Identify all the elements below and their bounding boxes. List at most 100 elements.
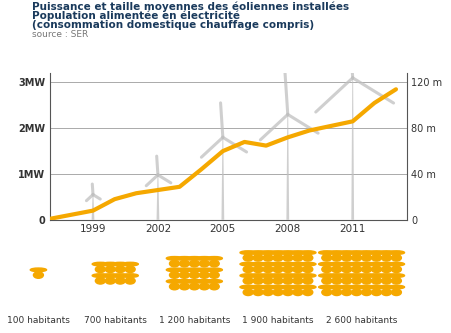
Circle shape xyxy=(206,268,222,272)
Circle shape xyxy=(30,268,46,272)
Circle shape xyxy=(387,251,404,254)
Ellipse shape xyxy=(341,278,351,284)
Circle shape xyxy=(239,274,256,277)
Ellipse shape xyxy=(262,278,272,284)
Circle shape xyxy=(166,256,182,260)
Ellipse shape xyxy=(253,278,262,284)
Ellipse shape xyxy=(243,278,253,284)
Ellipse shape xyxy=(272,278,282,284)
Ellipse shape xyxy=(169,272,179,278)
Ellipse shape xyxy=(179,283,189,290)
Ellipse shape xyxy=(253,289,262,296)
Circle shape xyxy=(377,251,394,254)
Circle shape xyxy=(269,262,285,266)
Circle shape xyxy=(348,251,364,254)
Circle shape xyxy=(269,285,285,289)
Circle shape xyxy=(239,262,256,266)
Circle shape xyxy=(289,251,305,254)
Circle shape xyxy=(279,274,295,277)
Circle shape xyxy=(299,262,315,266)
Ellipse shape xyxy=(209,260,219,267)
Ellipse shape xyxy=(105,266,115,272)
Circle shape xyxy=(122,262,138,266)
Ellipse shape xyxy=(209,283,219,290)
Ellipse shape xyxy=(391,266,400,272)
Circle shape xyxy=(102,274,118,277)
Circle shape xyxy=(102,262,118,266)
Ellipse shape xyxy=(371,266,381,272)
Circle shape xyxy=(279,285,295,289)
Circle shape xyxy=(387,274,404,277)
Polygon shape xyxy=(92,194,94,220)
Circle shape xyxy=(368,274,384,277)
Ellipse shape xyxy=(302,254,312,261)
Ellipse shape xyxy=(302,278,312,284)
Ellipse shape xyxy=(351,254,361,261)
Circle shape xyxy=(358,262,374,266)
Text: (consommation domestique chauffage compris): (consommation domestique chauffage compr… xyxy=(32,20,313,30)
Circle shape xyxy=(318,274,334,277)
Ellipse shape xyxy=(243,254,253,261)
Ellipse shape xyxy=(331,289,341,296)
Ellipse shape xyxy=(282,266,292,272)
Circle shape xyxy=(249,274,266,277)
Circle shape xyxy=(112,274,128,277)
Circle shape xyxy=(299,251,315,254)
Circle shape xyxy=(166,268,182,272)
Circle shape xyxy=(239,251,256,254)
Circle shape xyxy=(348,274,364,277)
Ellipse shape xyxy=(381,266,391,272)
Ellipse shape xyxy=(272,266,282,272)
Circle shape xyxy=(122,274,138,277)
Ellipse shape xyxy=(243,289,253,296)
Circle shape xyxy=(338,262,354,266)
Circle shape xyxy=(259,274,276,277)
Ellipse shape xyxy=(199,283,209,290)
Circle shape xyxy=(166,279,182,283)
Circle shape xyxy=(387,285,404,289)
Ellipse shape xyxy=(262,254,272,261)
Ellipse shape xyxy=(391,254,400,261)
Circle shape xyxy=(299,285,315,289)
Circle shape xyxy=(269,274,285,277)
Circle shape xyxy=(289,262,305,266)
Circle shape xyxy=(249,285,266,289)
Ellipse shape xyxy=(361,254,371,261)
Ellipse shape xyxy=(321,278,331,284)
Circle shape xyxy=(176,268,192,272)
Circle shape xyxy=(377,274,394,277)
Ellipse shape xyxy=(381,289,391,296)
Ellipse shape xyxy=(125,278,135,284)
Ellipse shape xyxy=(95,266,105,272)
Circle shape xyxy=(328,285,344,289)
Circle shape xyxy=(377,262,394,266)
Ellipse shape xyxy=(371,254,381,261)
Circle shape xyxy=(368,262,384,266)
Ellipse shape xyxy=(243,266,253,272)
Circle shape xyxy=(186,268,202,272)
Ellipse shape xyxy=(341,289,351,296)
Polygon shape xyxy=(350,78,353,220)
Circle shape xyxy=(239,285,256,289)
Ellipse shape xyxy=(351,289,361,296)
Ellipse shape xyxy=(189,272,199,278)
Text: 100 habitants: 100 habitants xyxy=(7,316,70,325)
Circle shape xyxy=(328,262,344,266)
Ellipse shape xyxy=(199,260,209,267)
Text: 1 200 habitants: 1 200 habitants xyxy=(158,316,230,325)
Circle shape xyxy=(318,285,334,289)
Ellipse shape xyxy=(302,266,312,272)
Ellipse shape xyxy=(292,266,302,272)
Circle shape xyxy=(289,274,305,277)
Ellipse shape xyxy=(282,289,292,296)
Ellipse shape xyxy=(391,278,400,284)
Circle shape xyxy=(196,268,212,272)
Circle shape xyxy=(249,262,266,266)
Polygon shape xyxy=(221,138,224,220)
Circle shape xyxy=(269,251,285,254)
Polygon shape xyxy=(286,115,289,220)
Ellipse shape xyxy=(272,289,282,296)
Circle shape xyxy=(279,262,295,266)
Ellipse shape xyxy=(361,289,371,296)
Circle shape xyxy=(318,251,334,254)
